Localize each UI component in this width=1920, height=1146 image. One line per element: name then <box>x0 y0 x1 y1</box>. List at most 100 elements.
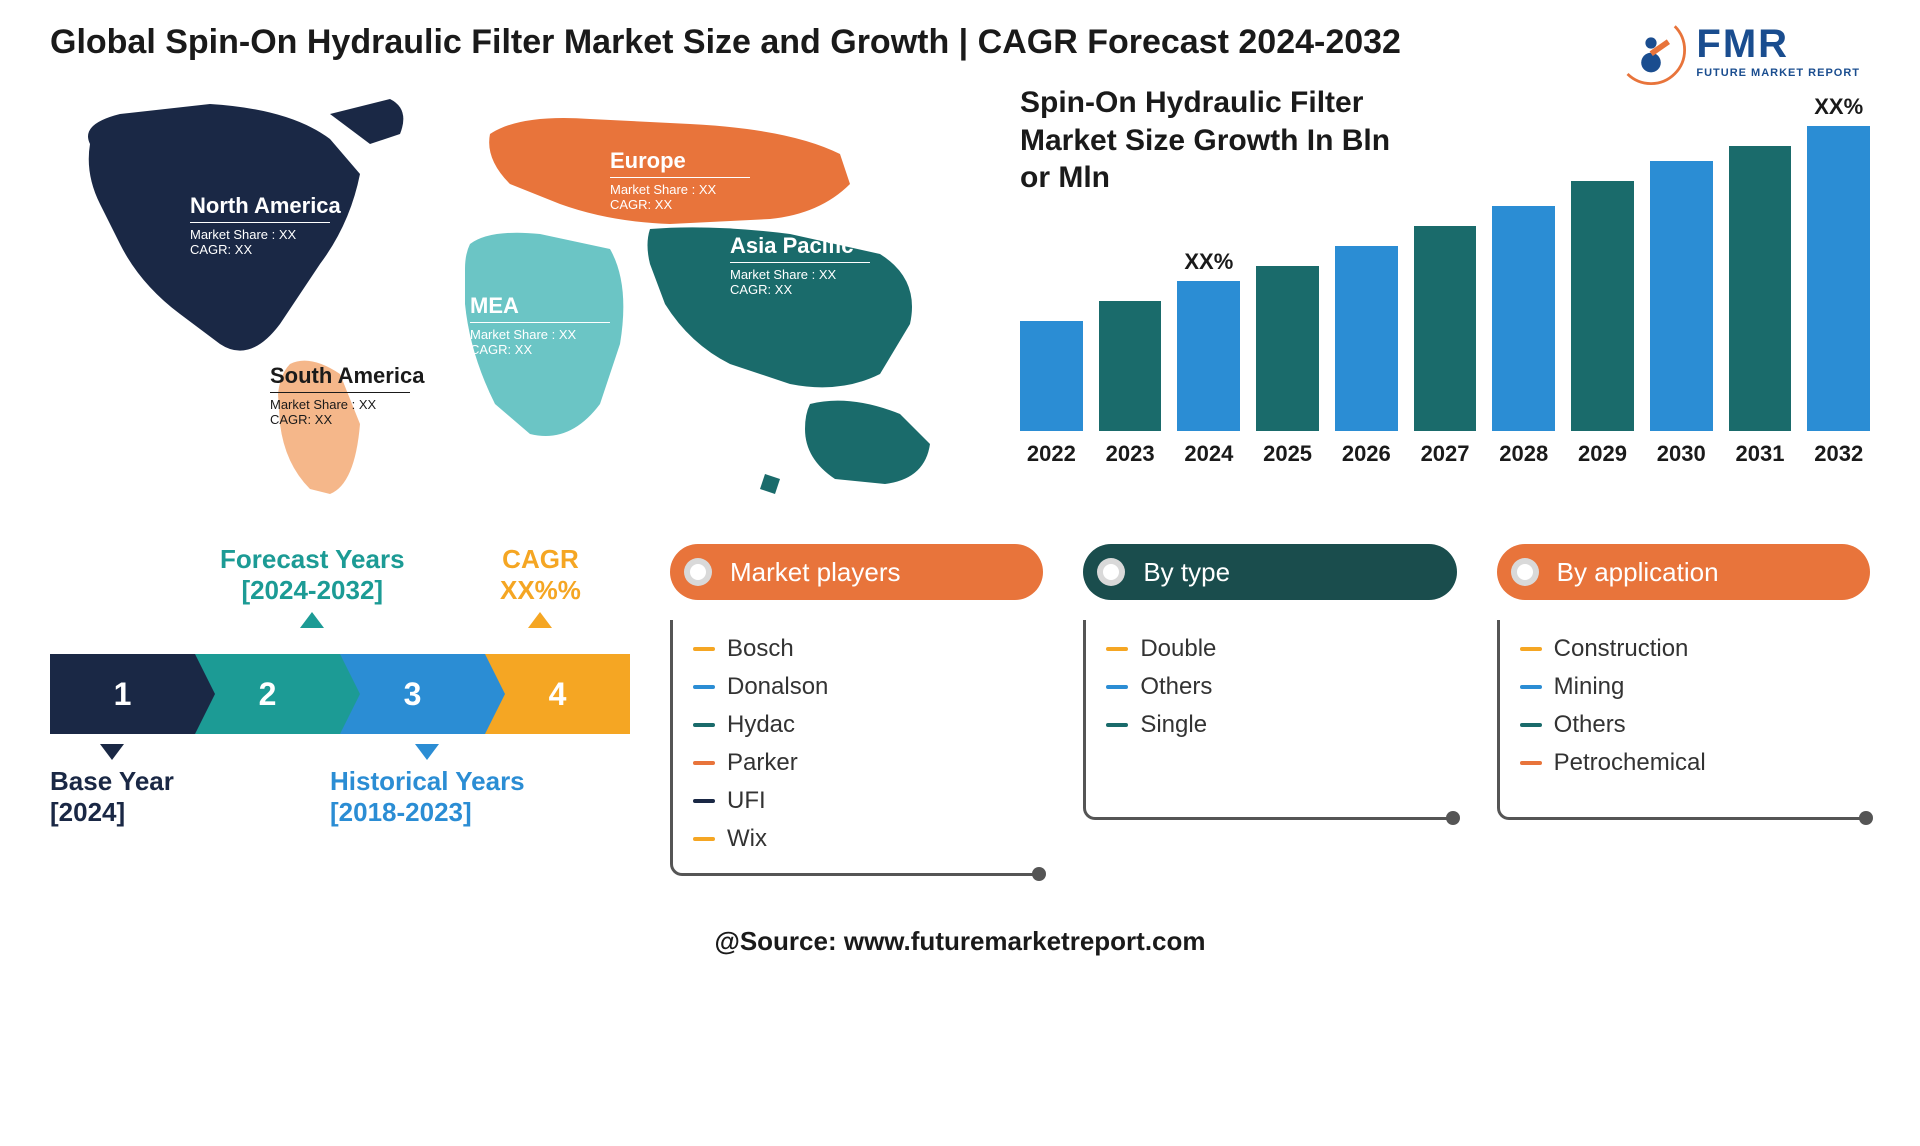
bar-year: 2032 <box>1814 441 1863 467</box>
list-item: Parker <box>693 744 1043 782</box>
timeline-seg-4: 4 <box>485 654 630 734</box>
dot-icon <box>1097 558 1125 586</box>
bar-2030: 2030 <box>1650 155 1713 467</box>
item-label: Petrochemical <box>1554 749 1706 777</box>
bar-rect <box>1414 226 1477 431</box>
bar-rect <box>1177 281 1240 431</box>
pill-title: By type <box>1143 557 1230 588</box>
pill-title: Market players <box>730 557 901 588</box>
item-label: Mining <box>1554 673 1625 701</box>
dot-icon <box>1511 558 1539 586</box>
timeline-seg-3: 3 <box>340 654 485 734</box>
world-map: North AmericaMarket Share : XXCAGR: XX So… <box>50 84 970 504</box>
timeline-seg-1: 1 <box>50 654 195 734</box>
bar-year: 2029 <box>1578 441 1627 467</box>
bar-year: 2031 <box>1736 441 1785 467</box>
region-south-america: South AmericaMarket Share : XXCAGR: XX <box>270 364 424 427</box>
item-label: Construction <box>1554 635 1689 663</box>
tick-icon <box>693 647 715 651</box>
pill-market-players: Market players Bosch DonalsonHydac Parker U… <box>670 544 1043 876</box>
timeline-seg-2: 2 <box>195 654 340 734</box>
bar-rect <box>1729 146 1792 431</box>
region-europe: EuropeMarket Share : XXCAGR: XX <box>610 149 750 212</box>
item-label: Wix <box>727 825 767 853</box>
source-text: @Source: www.futuremarketreport.com <box>50 926 1870 957</box>
bar-rect <box>1335 246 1398 431</box>
region-asia-pacific: Asia PacificMarket Share : XXCAGR: XX <box>730 234 870 297</box>
bar-2029: 2029 <box>1571 175 1634 467</box>
tick-icon <box>1520 647 1542 651</box>
item-label: UFI <box>727 787 766 815</box>
historical-years-label: Historical Years [2018-2023] <box>330 744 525 828</box>
item-label: Others <box>1554 711 1626 739</box>
bar-rect <box>1807 126 1870 431</box>
pill-list: Double Others Single <box>1083 620 1456 820</box>
bar-year: 2022 <box>1027 441 1076 467</box>
bar-rect <box>1650 161 1713 431</box>
cagr-label: CAGR XX%% <box>500 544 581 628</box>
item-label: Parker <box>727 749 798 777</box>
list-item: UFI <box>693 782 1043 820</box>
tick-icon <box>1106 647 1128 651</box>
page-title: Global Spin-On Hydraulic Filter Market S… <box>50 20 1450 64</box>
tick-icon <box>693 685 715 689</box>
bar-2023: 2023 <box>1099 295 1162 467</box>
list-item: Others <box>1520 706 1870 744</box>
pill-header: By type <box>1083 544 1456 600</box>
tick-icon <box>693 837 715 841</box>
tick-icon <box>1106 685 1128 689</box>
tick-icon <box>693 799 715 803</box>
item-label: Single <box>1140 711 1207 739</box>
tick-icon <box>1106 723 1128 727</box>
tick-icon <box>693 723 715 727</box>
dot-icon <box>684 558 712 586</box>
bar-2025: 2025 <box>1256 260 1319 467</box>
forecast-years-label: Forecast Years [2024-2032] <box>220 544 405 628</box>
item-label: Double <box>1140 635 1216 663</box>
bar-year: 2025 <box>1263 441 1312 467</box>
bar-2032: XX% 2032 <box>1807 94 1870 467</box>
pill-by-type: By type Double Others Single <box>1083 544 1456 876</box>
list-item: Construction <box>1520 630 1870 668</box>
logo-main: FMR <box>1696 22 1860 67</box>
bar-rect <box>1020 321 1083 431</box>
list-item: Double <box>1106 630 1456 668</box>
base-year-label: Base Year [2024] <box>50 744 174 828</box>
bar-rect <box>1492 206 1555 431</box>
list-item: Mining <box>1520 668 1870 706</box>
tick-icon <box>1520 685 1542 689</box>
bar-2022: 2022 <box>1020 315 1083 467</box>
bar-2026: 2026 <box>1335 240 1398 467</box>
pill-list: Bosch DonalsonHydac Parker UFI Wix <box>670 620 1043 876</box>
pill-header: Market players <box>670 544 1043 600</box>
list-item: Donalson <box>693 668 1043 706</box>
pill-by-application: By application Construction Mining Others P… <box>1497 544 1870 876</box>
bar-top-label: XX% <box>1814 94 1863 120</box>
bar-chart: Spin-On Hydraulic Filter Market Size Gro… <box>1000 84 1870 504</box>
list-item: Wix <box>693 820 1043 858</box>
list-item: Petrochemical <box>1520 744 1870 782</box>
list-item: Hydac <box>693 706 1043 744</box>
bar-2028: 2028 <box>1492 200 1555 467</box>
telescope-icon <box>1616 15 1686 85</box>
tick-icon <box>693 761 715 765</box>
item-label: Bosch <box>727 635 794 663</box>
bar-year: 2030 <box>1657 441 1706 467</box>
pill-list: Construction Mining Others Petrochemical <box>1497 620 1870 820</box>
pill-title: By application <box>1557 557 1719 588</box>
bar-year: 2028 <box>1499 441 1548 467</box>
bar-rect <box>1256 266 1319 431</box>
item-label: Others <box>1140 673 1212 701</box>
region-north-america: North AmericaMarket Share : XXCAGR: XX <box>190 194 341 257</box>
bar-rect <box>1099 301 1162 431</box>
region-mea: MEAMarket Share : XXCAGR: XX <box>470 294 610 357</box>
bar-2027: 2027 <box>1414 220 1477 467</box>
bar-top-label: XX% <box>1184 249 1233 275</box>
logo: FMR FUTURE MARKET REPORT <box>1616 15 1860 85</box>
bar-year: 2024 <box>1184 441 1233 467</box>
bar-rect <box>1571 181 1634 431</box>
bar-year: 2023 <box>1106 441 1155 467</box>
list-item: Others <box>1106 668 1456 706</box>
list-item: Single <box>1106 706 1456 744</box>
tick-icon <box>1520 761 1542 765</box>
